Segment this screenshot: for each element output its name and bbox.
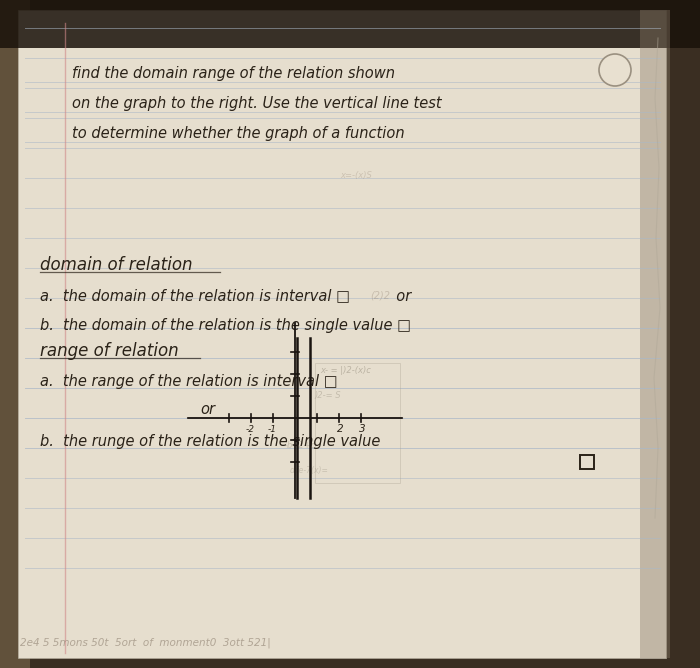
Text: b.  the runge of the relation is the single value: b. the runge of the relation is the sing… (40, 434, 380, 449)
Text: 3: 3 (358, 424, 365, 434)
Bar (315, 363, 400, 483)
Text: b.  the domain of the relation is the single value □: b. the domain of the relation is the sin… (40, 318, 411, 333)
Text: x- = |)2-(x)c: x- = |)2-(x)c (320, 366, 371, 375)
Bar (0, 0, 30, 668)
Bar (640, 10, 670, 658)
Text: or: or (200, 402, 215, 417)
Text: -1: -1 (267, 425, 276, 434)
Text: find the domain range of the relation shown: find the domain range of the relation sh… (72, 66, 395, 81)
Text: x=-(x)S: x=-(x)S (340, 171, 372, 180)
Text: -b-/2+c: -b-/2+c (285, 441, 316, 450)
Bar (580, 455, 594, 469)
Text: on the graph to the right. Use the vertical line test: on the graph to the right. Use the verti… (72, 96, 442, 111)
Circle shape (599, 54, 631, 86)
Bar (0, 0, 700, 48)
Text: (2)2: (2)2 (370, 290, 390, 300)
Text: 2e4 5 5mons 50t  5ort  of  monment0  3ott 521|: 2e4 5 5mons 50t 5ort of monment0 3ott 52… (20, 638, 271, 649)
Text: to determine whether the graph of a function: to determine whether the graph of a func… (72, 126, 405, 141)
Text: -2: -2 (246, 425, 255, 434)
Text: dife-7(x)=: dife-7(x)= (290, 466, 329, 475)
Text: domain of relation: domain of relation (40, 256, 193, 274)
Text: 2: 2 (337, 424, 343, 434)
Text: a.  the domain of the relation is interval □          or: a. the domain of the relation is interva… (40, 288, 412, 303)
Text: )2-= S: )2-= S (315, 391, 342, 400)
Text: range of relation: range of relation (40, 342, 178, 360)
Text: a.  the range of the relation is interval □: a. the range of the relation is interval… (40, 374, 337, 389)
